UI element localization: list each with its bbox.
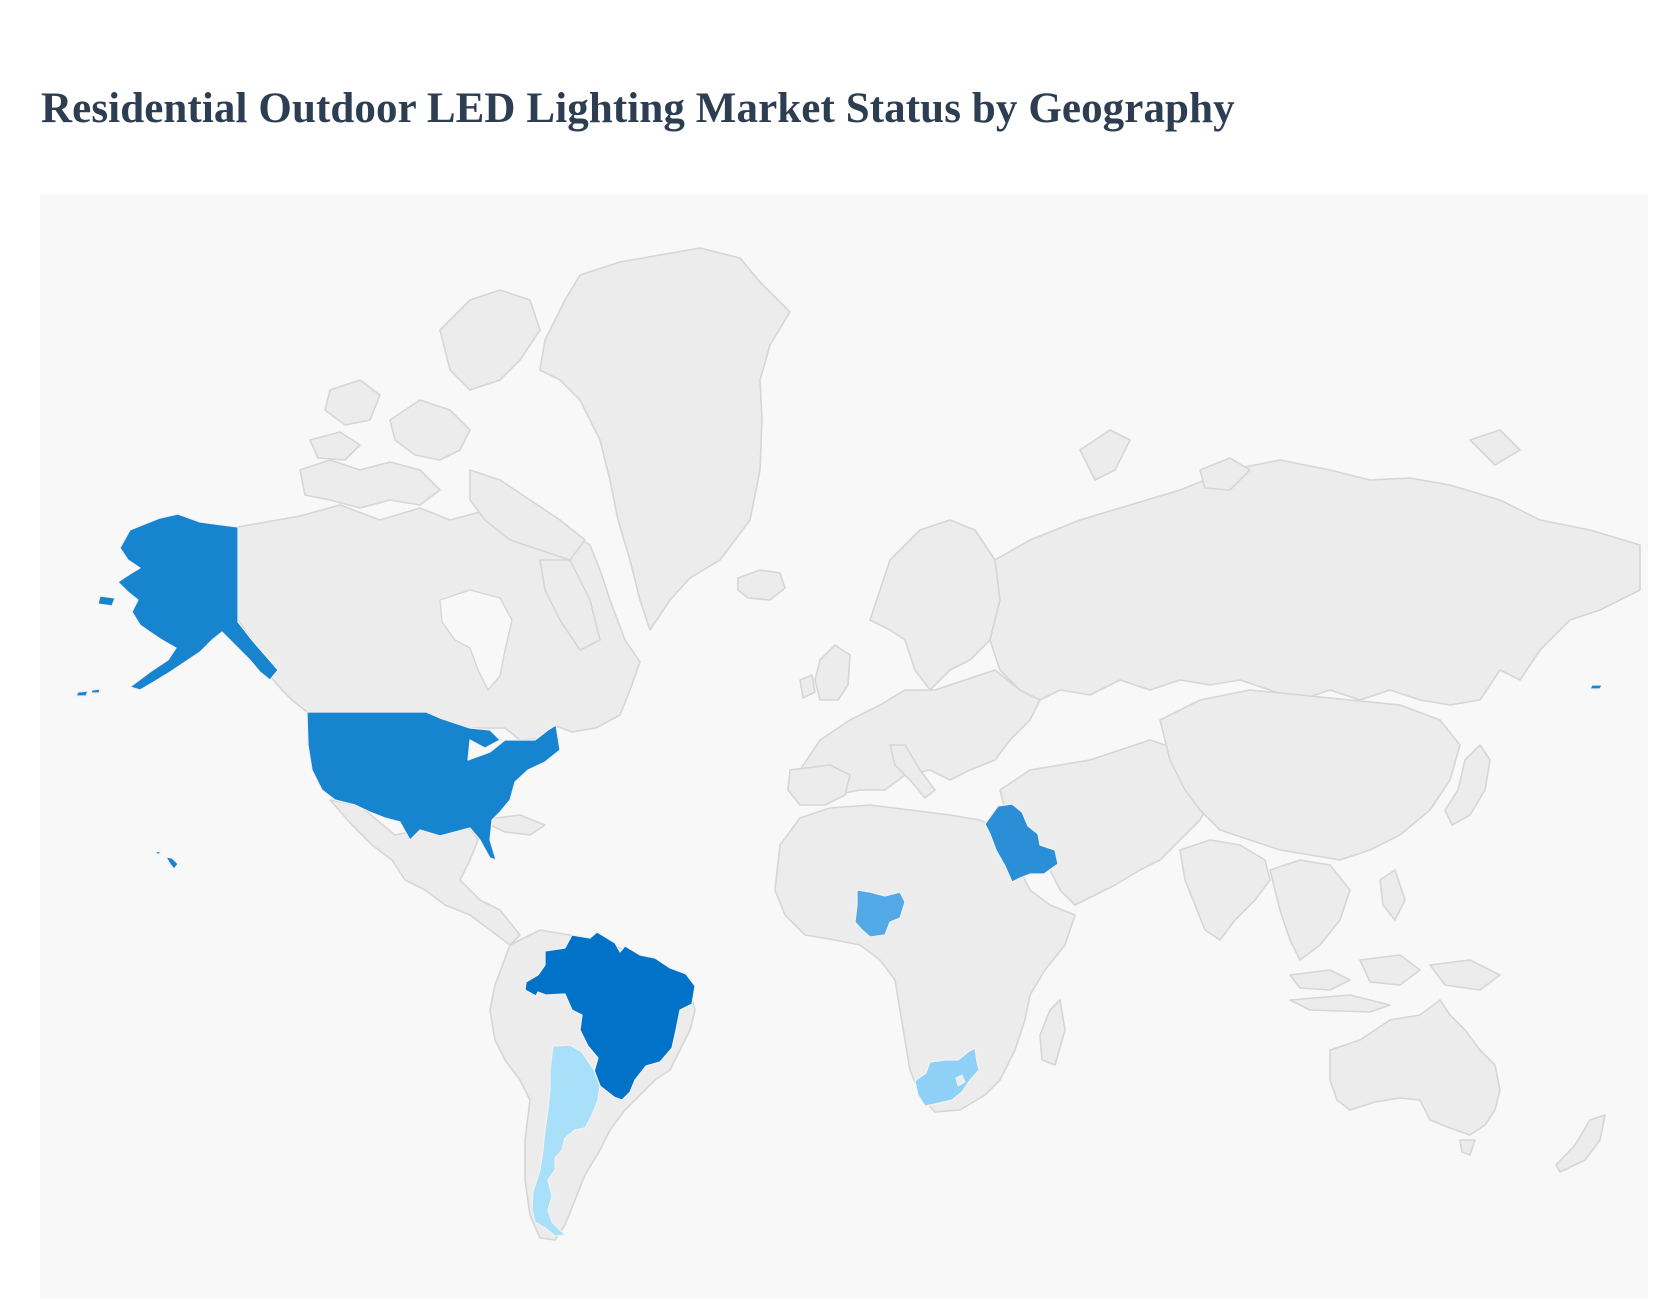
world-map[interactable] xyxy=(40,194,1648,1298)
region-united-states[interactable] xyxy=(306,711,561,861)
region-japan xyxy=(1444,744,1491,826)
region-iceland xyxy=(737,569,786,601)
page-title: Residential Outdoor LED Lighting Market … xyxy=(41,85,1235,132)
region-australia[interactable] xyxy=(1329,999,1501,1136)
region-greenland[interactable] xyxy=(539,247,791,631)
region-africa[interactable] xyxy=(774,804,1076,1113)
world-map-svg xyxy=(75,247,1641,1241)
region-south-africa[interactable] xyxy=(914,1047,980,1107)
region-india[interactable] xyxy=(1179,839,1271,941)
region-new-zealand xyxy=(1555,1114,1606,1173)
region-canada[interactable] xyxy=(237,504,641,741)
region-united-states-alaska[interactable] xyxy=(117,513,279,691)
region-nigeria[interactable] xyxy=(854,889,906,938)
region-saudi-arabia[interactable] xyxy=(984,803,1059,883)
region-russia[interactable] xyxy=(989,459,1641,706)
region-argentina[interactable] xyxy=(531,1044,601,1237)
region-canada-arctic xyxy=(299,459,441,509)
region-europe[interactable] xyxy=(799,669,1041,796)
region-scandinavia[interactable] xyxy=(869,519,1001,691)
region-southeast-asia[interactable] xyxy=(1269,859,1351,961)
region-china[interactable] xyxy=(1159,689,1461,861)
region-uk xyxy=(814,644,851,701)
region-brazil[interactable] xyxy=(524,931,696,1101)
